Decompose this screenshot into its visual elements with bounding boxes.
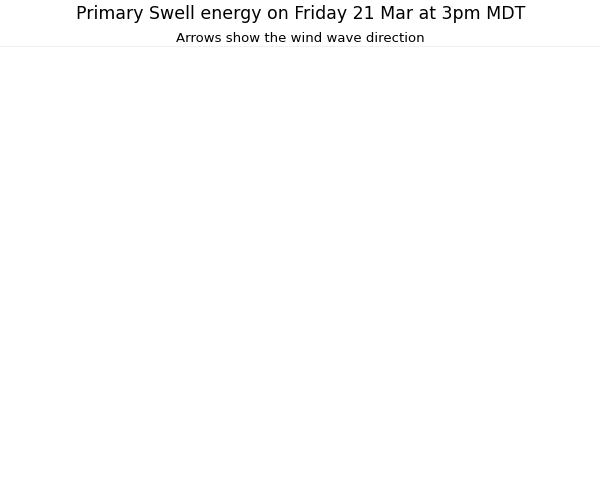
- Text: Primary Swell energy on Friday 21 Mar at 3pm MDT: Primary Swell energy on Friday 21 Mar at…: [76, 5, 525, 23]
- Text: Cartopy required for map rendering: Cartopy required for map rendering: [176, 261, 425, 275]
- Text: Arrows show the wind wave direction: Arrows show the wind wave direction: [176, 32, 425, 45]
